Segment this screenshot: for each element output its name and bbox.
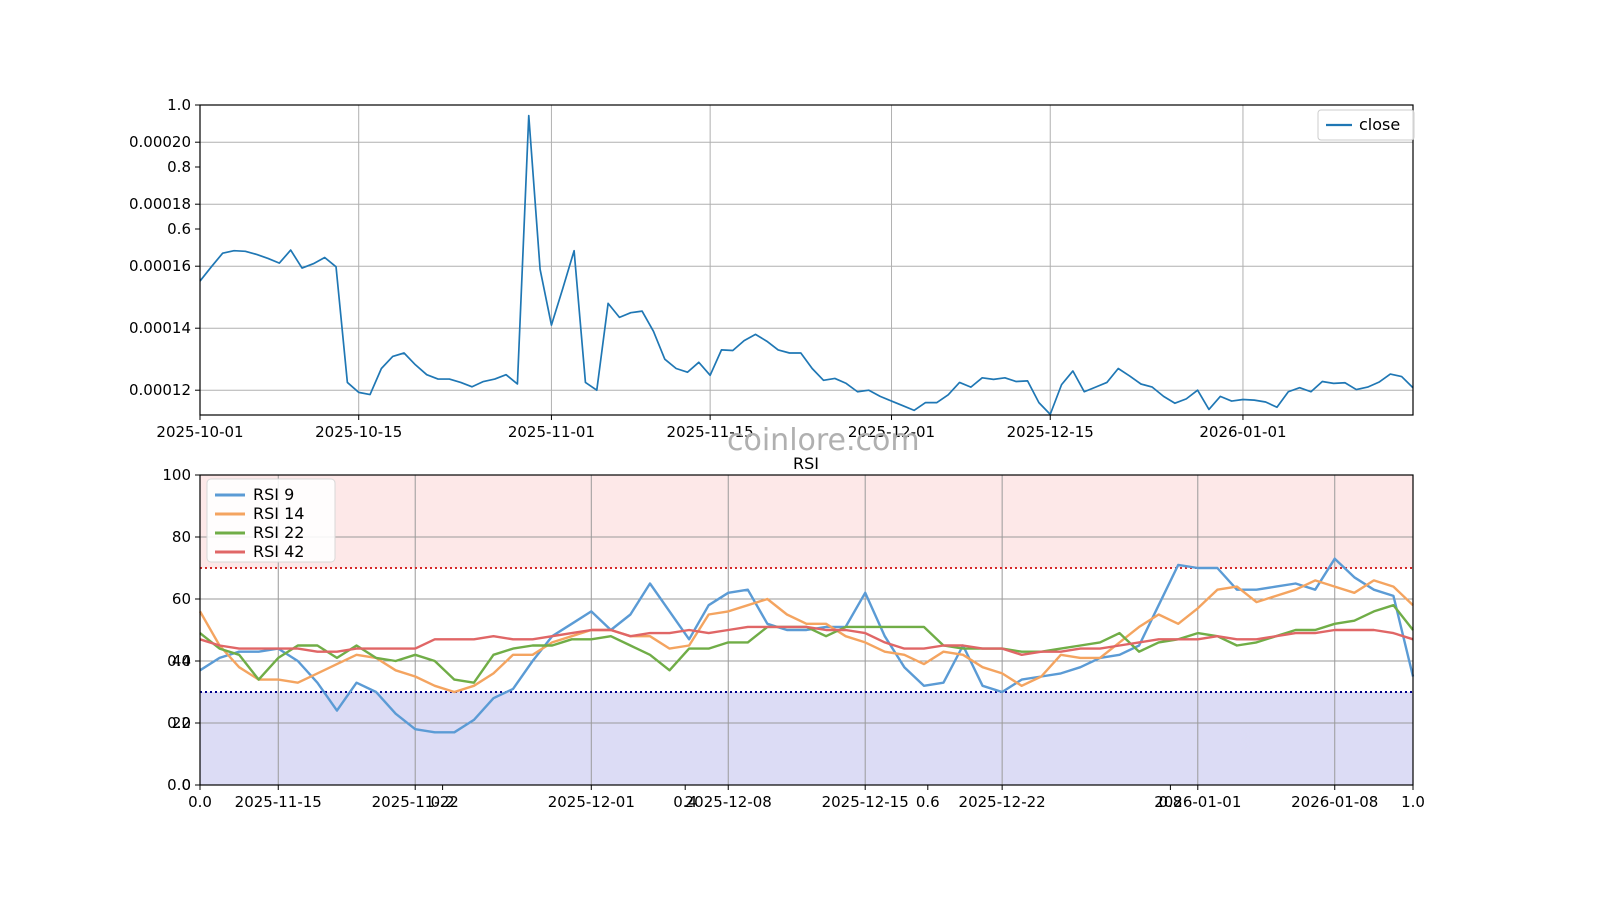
rsi-legend-label-rsi-14: RSI 14 [253,504,304,523]
price-legend[interactable]: close [1317,109,1415,141]
rsi-ytick-label: 0 [181,776,191,794]
rsi-ytick-label: 80 [172,528,191,546]
rsi-line-rsi-9 [199,557,1415,734]
rsi-xtick-label-secondary: 0.4 [673,793,697,811]
rsi-ytick-label-secondary: 0.0 [167,776,191,794]
price-xtick-label: 2025-11-15 [667,423,754,441]
rsi-ytick-label: 20 [172,714,191,732]
price-xtick-label: 2025-12-15 [1007,423,1094,441]
rsi-x-axis-ticks: 2025-11-15 2025-11-22 2025-12-01 2025-12-08… [235,785,1378,811]
price-xtick-label: 2025-10-15 [315,423,402,441]
rsi-x-axis-ticks-secondary: 0.0 0.2 0.4 0.6 0.8 1.0 [188,785,1425,811]
rsi-xtick-label: 2025-11-15 [235,793,322,811]
rsi-xtick-label-secondary: 0.0 [188,793,212,811]
rsi-xtick-label: 2026-01-01 [1154,793,1241,811]
rsi-y-axis-ticks: 0 20 40 60 80 100 [162,466,200,794]
rsi-xtick-label: 2025-12-22 [959,793,1046,811]
price-line-close [199,114,1414,416]
price-x-axis-ticks: 2025-10-01 2025-10-15 2025-11-01 2025-11-15… [156,415,1287,441]
rsi-series-group [198,557,1415,734]
rsi-xtick-label-secondary: 1.0 [1401,793,1425,811]
price-series-close [199,114,1414,416]
rsi-xtick-label: 2025-12-08 [685,793,772,811]
rsi-xtick-label-secondary: 0.2 [431,793,455,811]
rsi-xtick-label-secondary: 0.8 [1158,793,1182,811]
rsi-ytick-label: 60 [172,590,191,608]
price-ytick-label-secondary: 0.8 [167,158,191,176]
rsi-line-rsi-42 [199,625,1414,656]
rsi-ytick-label: 100 [162,466,191,484]
price-xtick-label: 2025-11-01 [508,423,595,441]
rsi-oversold-band [200,692,1413,785]
price-ytick-label: 0.00014 [129,319,191,337]
rsi-gridlines [200,475,1413,785]
price-plot-background [200,105,1413,415]
price-xtick-label: 2025-10-01 [156,423,243,441]
rsi-title: RSI [793,454,819,473]
rsi-line-rsi-14 [198,579,1414,694]
rsi-overbought-band [200,475,1413,568]
price-ytick-label: 0.00018 [129,195,191,213]
watermark-coinlore: coinlore.com [727,423,920,458]
rsi-ytick-label: 40 [172,652,191,670]
price-ytick-label: 0.00016 [129,257,191,275]
rsi-xtick-label: 2025-12-15 [822,793,909,811]
rsi-xtick-label-secondary: 0.6 [916,793,940,811]
price-ytick-label-secondary: 0.6 [167,220,191,238]
rsi-xtick-label: 2025-12-01 [548,793,635,811]
price-y-axis-ticks: 0.00012 0.00014 0.00016 0.00018 0.00020 [129,133,200,399]
price-legend-label-close: close [1359,115,1400,134]
price-y-axis-ticks-secondary: 0.6 0.8 1.0 [167,96,200,238]
price-ytick-label: 0.00020 [129,133,191,151]
rsi-ytick-label-secondary: 0.2 [167,714,191,732]
price-plot-border [199,104,1414,416]
price-xtick-label: 2026-01-01 [1199,423,1286,441]
rsi-xtick-label: 2026-01-08 [1291,793,1378,811]
price-ytick-label: 0.00012 [129,381,191,399]
rsi-ytick-label-secondary: 0.4 [167,652,191,670]
price-xtick-label: 2025-12-01 [848,423,935,441]
rsi-legend-box [206,478,336,563]
rsi-y-axis-ticks-secondary: 0.0 0.2 0.4 [167,652,200,794]
rsi-legend-label-rsi-42: RSI 42 [253,542,304,561]
rsi-xtick-label: 2025-11-22 [372,793,459,811]
rsi-legend-label-rsi-9: RSI 9 [253,485,294,504]
rsi-plot-border [199,474,1414,786]
price-ytick-label-secondary: 1.0 [167,96,191,114]
rsi-legend-label-rsi-22: RSI 22 [253,523,304,542]
price-legend-box [1317,109,1415,141]
